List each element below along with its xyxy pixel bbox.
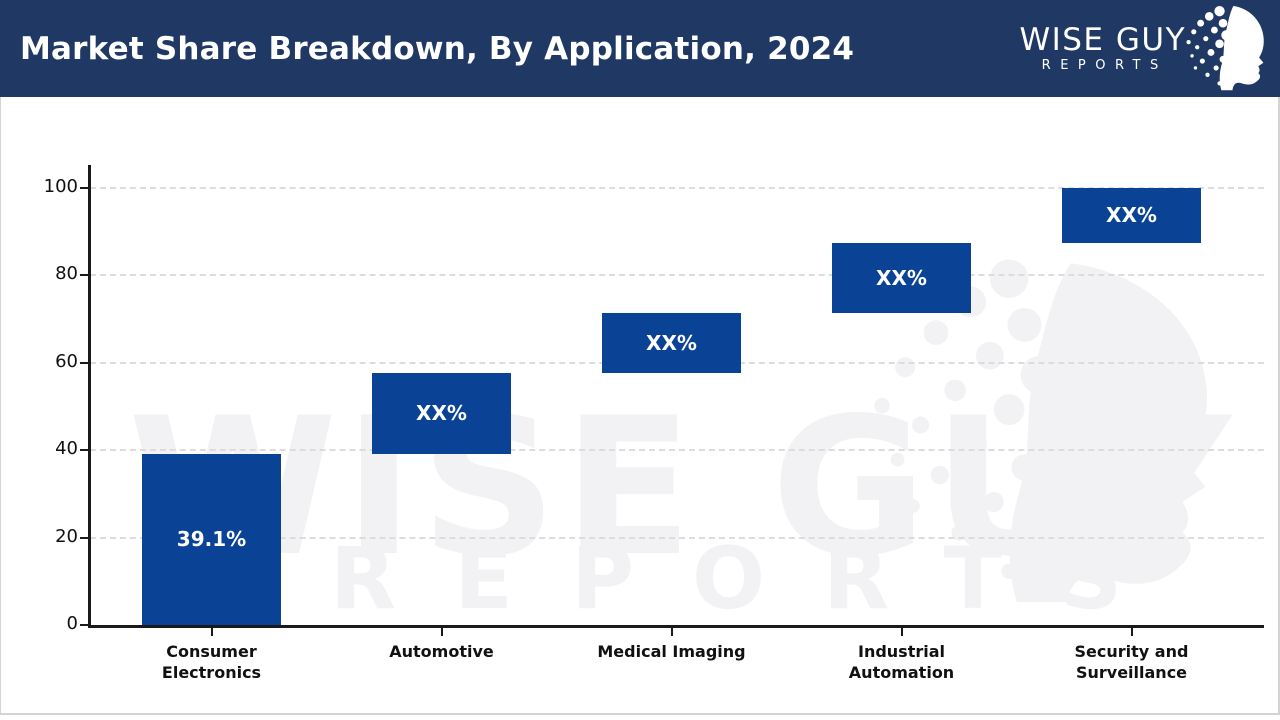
gridline-100 — [90, 186, 1264, 189]
page-border-left — [0, 97, 1, 715]
logo-face-icon — [1186, 5, 1264, 90]
y-tick-label-20: 20 — [55, 525, 78, 547]
x-tick-label-2: Medical Imaging — [597, 642, 746, 661]
x-tick-4 — [1130, 627, 1133, 636]
bar-value-label-2: XX% — [646, 330, 697, 355]
y-tick-40 — [80, 449, 88, 451]
x-tick-3 — [900, 627, 903, 636]
y-tick-label-80: 80 — [55, 263, 78, 284]
bar-1: XX% — [372, 373, 511, 454]
gridline-80 — [90, 274, 1264, 276]
x-tick-label-1: Automotive — [389, 642, 494, 661]
header-bar: Market Share Breakdown, By Application, … — [0, 0, 1280, 97]
bar-value-label-1: XX% — [416, 401, 467, 426]
wise-guy-logo: WISE GUY REPORTS — [1019, 5, 1266, 93]
logo-wordmark: WISE GUY — [1019, 22, 1186, 58]
bar-4: XX% — [1062, 187, 1201, 243]
page-border-bottom — [0, 713, 1280, 715]
y-tick-label-100: 100 — [43, 175, 78, 197]
bar-value-label-3: XX% — [876, 265, 927, 290]
chart-area: WISE GUY REPORTS 39.1% XX% XX% XX% XX% 0 20 40 6… — [0, 97, 1280, 720]
bar-value-label-4: XX% — [1106, 203, 1157, 228]
y-tick-label-0: 0 — [66, 613, 78, 634]
bar-3: XX% — [832, 242, 971, 313]
gridline-20 — [90, 536, 1264, 539]
page-title: Market Share Breakdown, By Application, … — [20, 30, 855, 67]
x-tick-2 — [670, 627, 673, 636]
x-tick-label-3: Industrial Automation — [848, 642, 955, 682]
y-tick-80 — [80, 274, 88, 276]
y-tick-60 — [80, 361, 88, 364]
y-tick-label-40: 40 — [55, 438, 78, 459]
logo-text: WISE GUY REPORTS — [1019, 24, 1186, 73]
x-axis-spine — [88, 625, 1264, 628]
y-tick-0 — [80, 624, 88, 626]
bar-2: XX% — [602, 312, 741, 373]
bar-value-label-0: 39.1% — [176, 527, 247, 552]
y-axis-spine — [88, 165, 91, 627]
watermark-face-icon — [874, 259, 1208, 603]
x-tick-label-0: Consumer Electronics — [161, 642, 262, 682]
y-tick-100 — [80, 186, 88, 189]
x-tick-label-4: Security and Surveillance — [1074, 642, 1189, 682]
page-border-right — [1278, 97, 1280, 715]
x-tick-0 — [210, 627, 213, 636]
gridline-40 — [90, 449, 1264, 451]
x-tick-1 — [440, 627, 443, 636]
y-tick-label-60: 60 — [55, 350, 78, 372]
y-tick-20 — [80, 536, 88, 539]
bar-0: 39.1% — [142, 453, 281, 625]
logo-subtitle: REPORTS — [1041, 58, 1168, 73]
watermark-text-2: REPORTS — [330, 529, 1181, 629]
